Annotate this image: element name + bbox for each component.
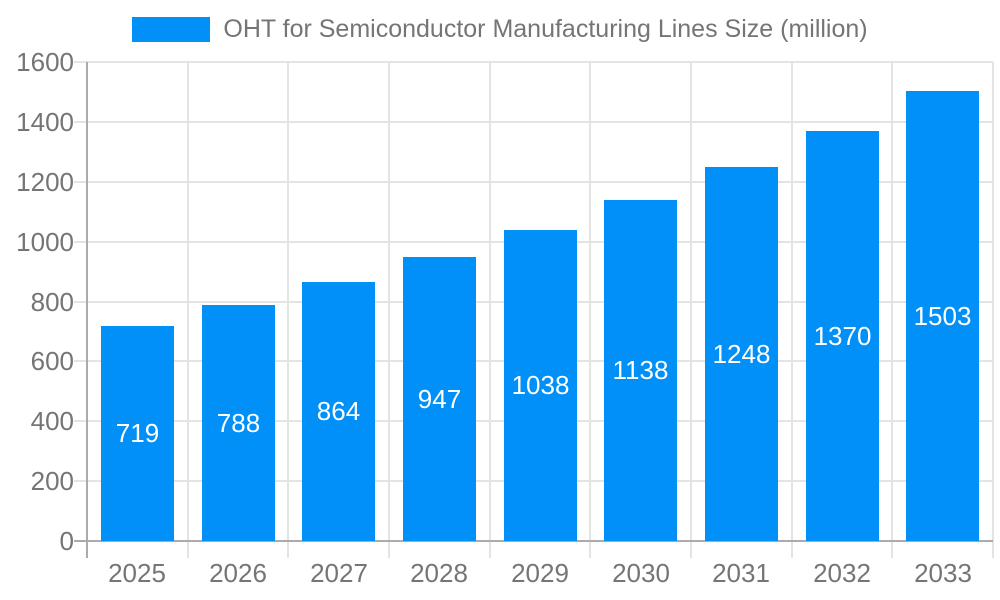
bar-value-label: 719 (115, 418, 160, 448)
x-axis-line (74, 540, 993, 542)
x-axis-label: 2027 (310, 558, 368, 588)
x-axis-label: 2025 (108, 558, 166, 588)
y-axis-tick-label: 0 (59, 526, 74, 556)
plot-area: 719 788 864 947 1038 1138 1248 1370 1503 (74, 61, 994, 558)
legend-label: OHT for Semiconductor Manufacturing Line… (223, 15, 868, 43)
bar-2025[interactable]: 719 (101, 326, 174, 541)
y-axis-tick-label: 1400 (16, 107, 74, 137)
bar-value-label: 1138 (612, 355, 669, 385)
bar-value-label: 1038 (511, 370, 570, 400)
legend-swatch (132, 17, 211, 42)
gridline-vertical (790, 62, 793, 558)
y-axis-tick-label: 400 (30, 406, 74, 436)
x-axis-label: 2029 (511, 558, 569, 588)
bar-value-label: 864 (316, 396, 361, 426)
gridline-vertical (287, 62, 290, 558)
bar-2031[interactable]: 1248 (705, 167, 778, 541)
gridline-horizontal (74, 120, 993, 123)
y-axis-tick-label: 200 (30, 466, 74, 496)
y-axis-tick-label: 600 (30, 346, 74, 376)
gridline-horizontal (74, 180, 993, 183)
legend: OHT for Semiconductor Manufacturing Line… (0, 16, 1000, 43)
bar-2029[interactable]: 1038 (504, 230, 577, 541)
bar-value-label: 1503 (913, 300, 972, 331)
legend-item[interactable]: OHT for Semiconductor Manufacturing Line… (132, 15, 868, 43)
gridline-vertical (891, 62, 894, 558)
x-axis-label: 2031 (712, 558, 770, 588)
x-axis-label: 2032 (813, 558, 871, 588)
bar-2027[interactable]: 864 (302, 282, 375, 541)
bar-2028[interactable]: 947 (403, 257, 476, 541)
y-axis-tick-label: 1600 (16, 47, 74, 77)
gridline-horizontal (74, 61, 993, 63)
bar-value-label: 1370 (813, 320, 872, 351)
bar-2030[interactable]: 1138 (604, 200, 677, 541)
gridline-vertical (589, 62, 592, 558)
bar-value-label: 947 (417, 383, 462, 414)
y-axis-tick-label: 800 (30, 287, 74, 317)
x-axis-label: 2033 (914, 558, 972, 588)
gridline-vertical (992, 62, 994, 558)
y-axis-tick-label: 1000 (16, 227, 74, 257)
x-axis-label: 2030 (612, 558, 670, 588)
bar-value-label: 1248 (712, 338, 771, 369)
gridline-vertical (388, 62, 390, 558)
bar-2033[interactable]: 1503 (906, 91, 979, 541)
x-axis-label: 2028 (410, 558, 468, 588)
gridline-vertical (488, 62, 491, 558)
y-axis-line (86, 62, 88, 558)
x-axis-label: 2026 (209, 558, 267, 588)
gridline-vertical (186, 62, 189, 558)
bar-2032[interactable]: 1370 (806, 131, 879, 541)
gridline-vertical (690, 62, 692, 558)
bar-value-label: 788 (216, 407, 261, 438)
bar-2026[interactable]: 788 (202, 305, 275, 541)
y-axis-tick-label: 1200 (16, 167, 74, 197)
